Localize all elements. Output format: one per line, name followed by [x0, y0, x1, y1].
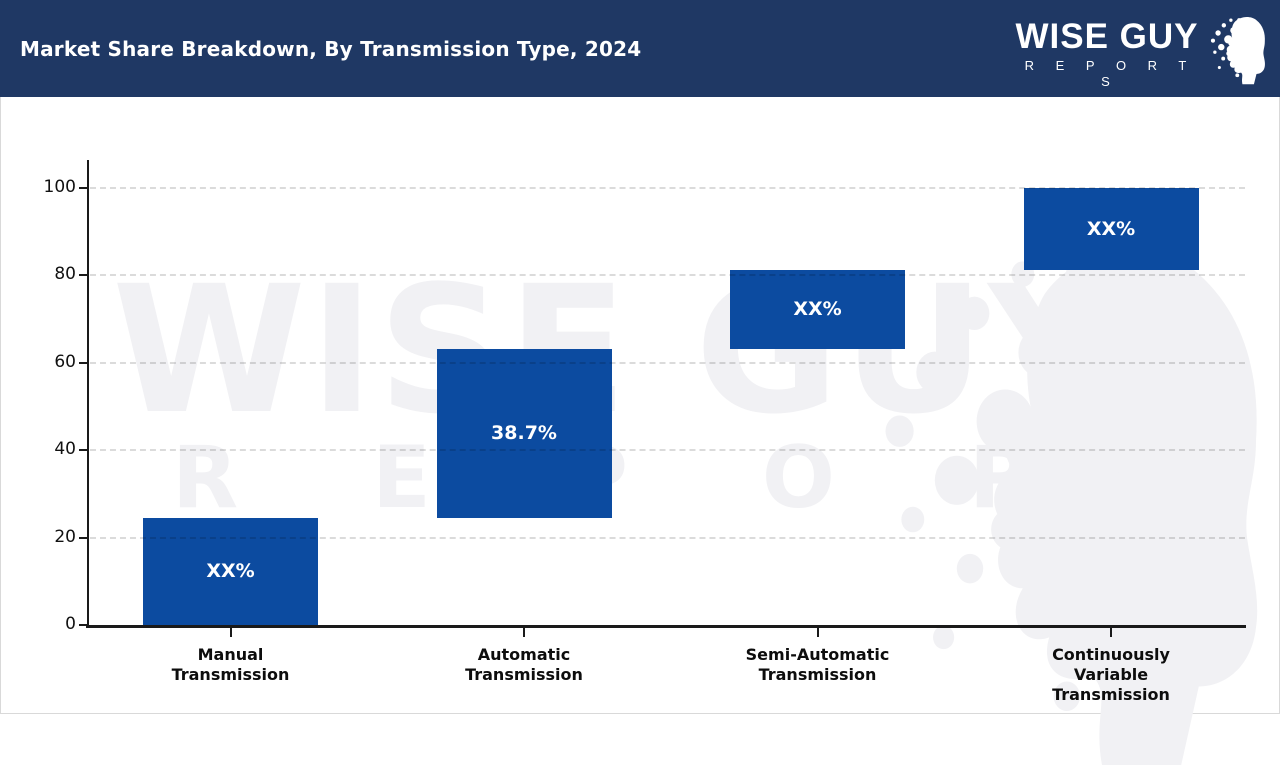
x-category-label: Automatic Transmission: [465, 645, 583, 684]
chart-plot: 0 20 40 60 80 100 XX% 38.7% XX% XX% Manual Transmi…: [43, 160, 1246, 704]
y-tick-label: 0: [65, 614, 76, 634]
bar-segment: 38.7%: [436, 348, 612, 518]
wise-guy-reports-logo: WISE GUY R E P O R T S: [1008, 4, 1268, 94]
y-axis-line: [87, 160, 89, 627]
y-tick-mark: [79, 186, 88, 189]
x-axis-line: [86, 625, 1246, 628]
gridline-100: [90, 186, 1245, 189]
bar-segment: XX%: [1023, 187, 1199, 270]
gridline-80: [90, 274, 1245, 276]
y-tick-mark: [79, 624, 88, 626]
page-title: Market Share Breakdown, By Transmission …: [20, 36, 642, 61]
header-bar: Market Share Breakdown, By Transmission …: [0, 0, 1280, 97]
x-tick-mark: [229, 628, 232, 637]
x-category-label: Manual Transmission: [171, 645, 290, 684]
gridline-60: [90, 361, 1245, 364]
y-tick-label: 80: [54, 264, 76, 284]
watermark-wiseguy-text: WISE GUY: [112, 248, 1119, 453]
x-tick-mark: [816, 628, 819, 637]
y-tick-mark: [79, 536, 88, 539]
x-category-label: Semi-Automatic Transmission: [745, 645, 890, 684]
y-tick-label: 40: [54, 439, 76, 459]
logo-wiseguy-label: WISE GUY: [1015, 17, 1199, 56]
y-tick-mark: [79, 274, 88, 276]
y-tick-mark: [79, 449, 88, 451]
x-tick-mark: [523, 628, 525, 637]
bar-value-label: XX%: [206, 560, 255, 583]
bar-value-label: 38.7%: [491, 422, 557, 445]
gridline-40: [90, 449, 1245, 451]
y-tick-label: 60: [54, 351, 76, 372]
bar-segment: XX%: [143, 517, 318, 625]
y-tick-label: 20: [54, 526, 76, 547]
bar-segment: XX%: [730, 269, 905, 349]
bar-value-label: XX%: [793, 298, 842, 321]
y-tick-mark: [79, 361, 88, 364]
y-tick-label: 100: [43, 176, 76, 197]
logo-text: WISE GUY R E P O R T S: [1008, 18, 1206, 90]
logo-reports-label: R E P O R T S: [1024, 58, 1196, 89]
x-category-label: Continuously Variable Transmission: [1052, 645, 1170, 704]
logo-head-dots-icon: [1210, 17, 1265, 85]
bar-value-label: XX%: [1086, 217, 1136, 240]
x-tick-mark: [1110, 628, 1112, 637]
gridline-20: [90, 536, 1245, 539]
